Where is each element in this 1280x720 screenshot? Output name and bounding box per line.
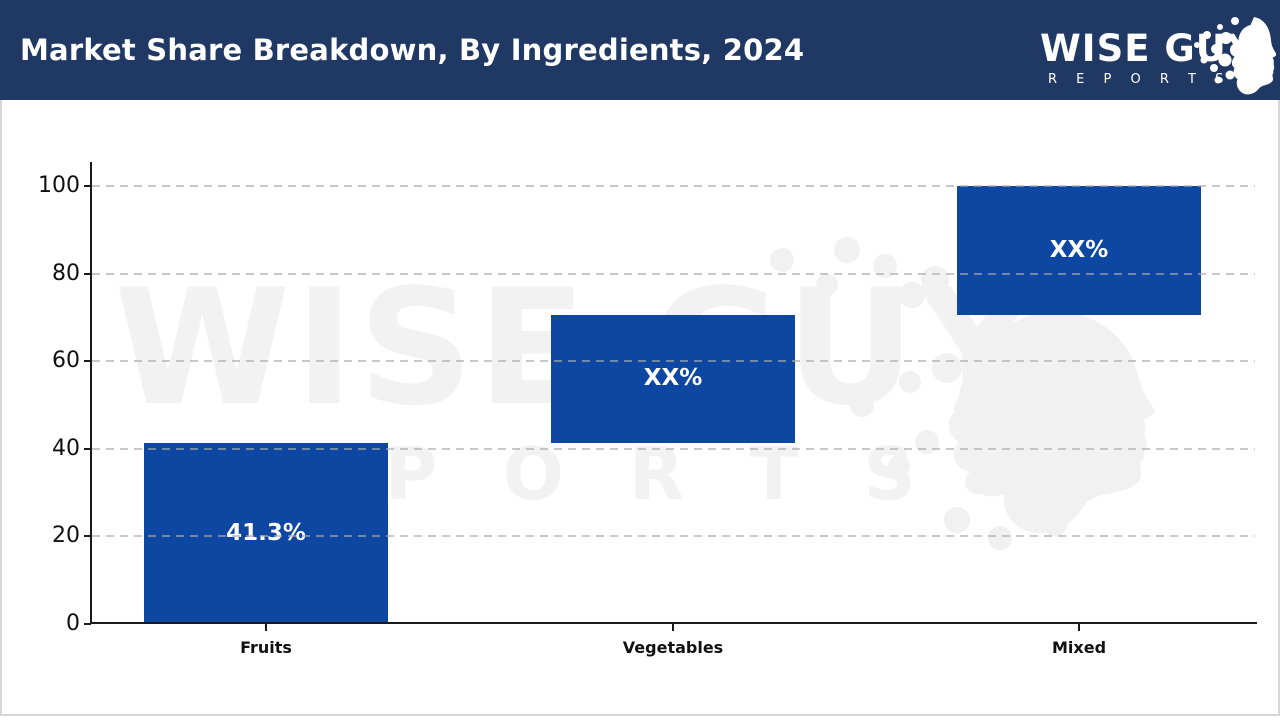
- page-title: Market Share Breakdown, By Ingredients, …: [20, 33, 805, 67]
- x-tick-label-vegetables: Vegetables: [622, 638, 724, 657]
- chart-area: WISE GUY R E P O R T S 0 20 40 60 80 100 41.3%…: [0, 100, 1280, 716]
- y-gridline-80: [92, 272, 1255, 275]
- y-axis-line: [90, 162, 92, 624]
- header-bar: Market Share Breakdown, By Ingredients, …: [0, 0, 1280, 100]
- x-axis-line: [90, 622, 1257, 624]
- brand-face-icon: [1194, 17, 1276, 95]
- x-tick-mixed: [1078, 624, 1080, 631]
- y-tick-label-80: 80: [52, 260, 80, 286]
- y-tick-60: [84, 360, 91, 363]
- y-tick-label-100: 100: [38, 173, 80, 198]
- y-tick-20: [84, 535, 91, 538]
- y-tick-40: [84, 447, 91, 450]
- y-tick-label-60: 60: [52, 348, 80, 374]
- y-tick-80: [84, 272, 91, 275]
- bar-mixed: XX%: [957, 186, 1201, 316]
- y-tick-label-40: 40: [52, 435, 80, 461]
- y-gridline-40: [92, 447, 1255, 450]
- y-gridline-100: [92, 185, 1255, 187]
- x-tick-label-mixed: Mixed: [1051, 638, 1107, 657]
- bar-label-mixed: XX%: [1049, 236, 1109, 263]
- brand-logo-subtext: R E P O R T S: [1048, 72, 1231, 87]
- bar-label-vegetables: XX%: [643, 365, 703, 392]
- bar-label-fruits: 41.3%: [226, 519, 306, 546]
- x-tick-label-fruits: Fruits: [240, 638, 292, 657]
- y-tick-label-20: 20: [52, 523, 80, 549]
- x-tick-vegetables: [672, 624, 674, 631]
- y-gridline-20: [92, 535, 1255, 538]
- y-tick-100: [84, 185, 91, 187]
- brand-logo: WISE GUY R E P O R T S: [1040, 17, 1276, 95]
- x-tick-fruits: [265, 624, 267, 631]
- watermark-face-icon: [770, 237, 1156, 550]
- y-gridline-60: [92, 360, 1255, 363]
- bar-vegetables: XX%: [551, 315, 795, 444]
- bar-fruits: 41.3%: [144, 443, 388, 624]
- y-tick-0: [84, 623, 91, 625]
- y-tick-label-0: 0: [66, 611, 80, 636]
